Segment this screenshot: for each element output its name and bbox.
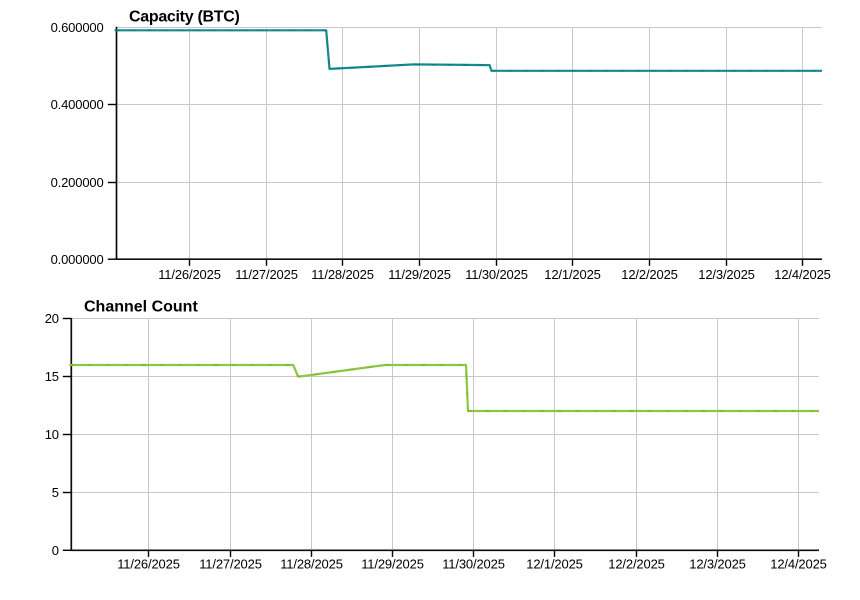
svg-text:0.600000: 0.600000 xyxy=(51,20,104,35)
svg-text:12/4/2025: 12/4/2025 xyxy=(774,267,830,282)
svg-text:10: 10 xyxy=(45,427,59,442)
svg-text:12/2/2025: 12/2/2025 xyxy=(608,557,664,572)
svg-text:0.000000: 0.000000 xyxy=(51,252,104,267)
svg-text:11/28/2025: 11/28/2025 xyxy=(311,267,374,282)
svg-text:11/26/2025: 11/26/2025 xyxy=(158,267,221,282)
svg-text:Capacity (BTC): Capacity (BTC) xyxy=(129,8,239,25)
svg-text:0: 0 xyxy=(52,543,59,558)
svg-text:12/1/2025: 12/1/2025 xyxy=(544,267,600,282)
svg-text:0.400000: 0.400000 xyxy=(51,97,104,112)
svg-text:12/2/2025: 12/2/2025 xyxy=(621,267,677,282)
svg-text:11/30/2025: 11/30/2025 xyxy=(465,267,528,282)
svg-text:12/3/2025: 12/3/2025 xyxy=(689,557,745,572)
svg-text:11/29/2025: 11/29/2025 xyxy=(361,557,424,572)
svg-text:11/30/2025: 11/30/2025 xyxy=(442,557,505,572)
svg-text:12/4/2025: 12/4/2025 xyxy=(770,557,826,572)
svg-text:Channel Count: Channel Count xyxy=(84,299,198,316)
svg-text:12/3/2025: 12/3/2025 xyxy=(698,267,754,282)
svg-text:20: 20 xyxy=(45,311,59,326)
svg-text:11/29/2025: 11/29/2025 xyxy=(388,267,451,282)
svg-text:11/27/2025: 11/27/2025 xyxy=(235,267,298,282)
svg-text:12/1/2025: 12/1/2025 xyxy=(526,557,582,572)
svg-text:0.200000: 0.200000 xyxy=(51,175,104,190)
svg-text:11/26/2025: 11/26/2025 xyxy=(117,557,180,572)
svg-text:5: 5 xyxy=(52,485,59,500)
svg-text:11/28/2025: 11/28/2025 xyxy=(280,557,343,572)
svg-text:15: 15 xyxy=(45,369,59,384)
svg-text:11/27/2025: 11/27/2025 xyxy=(199,557,262,572)
